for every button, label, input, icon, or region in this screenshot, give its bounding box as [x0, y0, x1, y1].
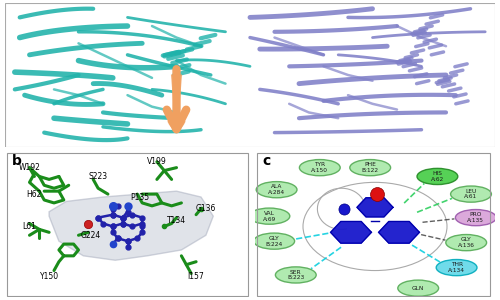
Ellipse shape: [456, 209, 496, 226]
Text: Y150: Y150: [40, 272, 58, 281]
Ellipse shape: [436, 260, 477, 276]
Text: b: b: [12, 154, 22, 168]
Text: TYR
A:150: TYR A:150: [312, 162, 328, 173]
Ellipse shape: [417, 168, 458, 184]
Ellipse shape: [398, 280, 438, 296]
Text: PRO
A:135: PRO A:135: [468, 212, 484, 223]
Text: P135: P135: [130, 193, 150, 202]
Polygon shape: [330, 221, 372, 243]
Ellipse shape: [254, 233, 294, 249]
Text: H62: H62: [26, 190, 42, 199]
Text: HIS
A:62: HIS A:62: [431, 171, 444, 182]
Text: c: c: [262, 154, 270, 168]
Ellipse shape: [350, 160, 391, 176]
Polygon shape: [49, 191, 213, 260]
Text: SER
B:223: SER B:223: [287, 269, 304, 280]
Ellipse shape: [249, 208, 290, 224]
Text: S223: S223: [88, 172, 108, 181]
Polygon shape: [357, 198, 393, 217]
Ellipse shape: [276, 267, 316, 283]
Polygon shape: [378, 221, 420, 243]
Ellipse shape: [446, 235, 486, 251]
Text: VAL
A:69: VAL A:69: [263, 211, 276, 221]
Text: GLY
B:224: GLY B:224: [266, 236, 283, 247]
Text: W192: W192: [18, 163, 40, 172]
Text: LEU
A:61: LEU A:61: [464, 189, 477, 200]
Text: PHE
B:122: PHE B:122: [362, 162, 379, 173]
Text: G136: G136: [196, 204, 216, 213]
Ellipse shape: [450, 186, 492, 202]
Text: GLY
A:136: GLY A:136: [458, 237, 474, 248]
Ellipse shape: [256, 182, 297, 198]
Text: G224: G224: [80, 231, 101, 240]
Text: V199: V199: [147, 157, 167, 166]
Text: I157: I157: [188, 272, 204, 281]
Ellipse shape: [300, 160, 340, 176]
Text: ALA
A:284: ALA A:284: [268, 184, 285, 195]
Text: T134: T134: [167, 216, 186, 225]
Text: THR
A:134: THR A:134: [448, 262, 465, 273]
Text: L61: L61: [22, 222, 36, 231]
Text: GLN: GLN: [412, 286, 424, 291]
